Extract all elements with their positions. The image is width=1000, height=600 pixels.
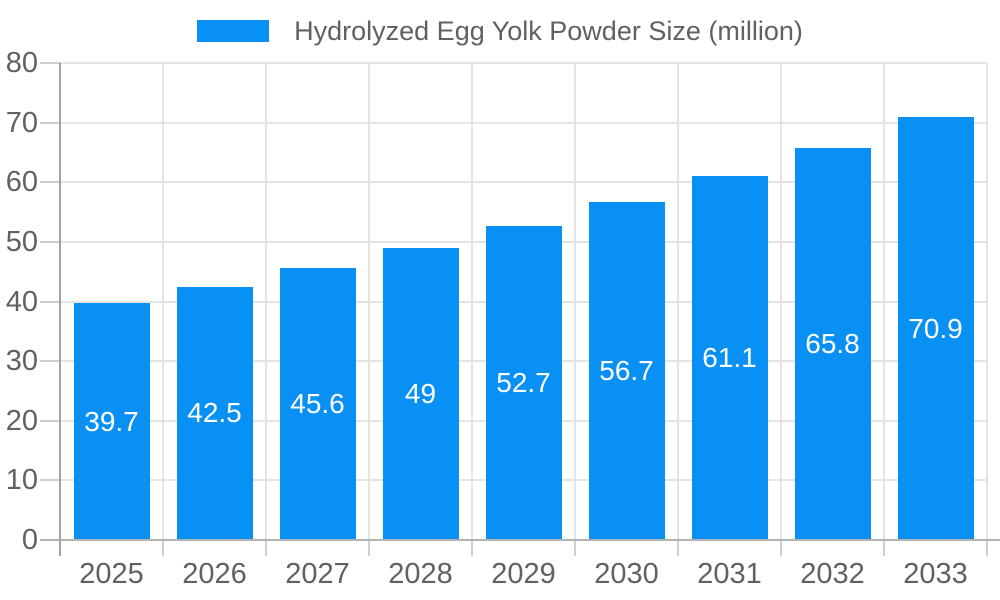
bar-value-label: 65.8 <box>805 327 860 359</box>
bar-value-label: 45.6 <box>290 388 345 420</box>
legend[interactable]: Hydrolyzed Egg Yolk Powder Size (million… <box>0 13 1000 49</box>
y-tick <box>40 121 60 124</box>
y-axis-tick-label: 40 <box>5 285 38 318</box>
y-axis-tick-label: 70 <box>5 106 38 139</box>
x-tick <box>780 540 782 556</box>
x-axis-tick-label: 2028 <box>388 558 453 590</box>
x-axis-tick-label: 2032 <box>800 558 865 590</box>
y-axis-tick-label: 10 <box>5 464 38 497</box>
bar-2027[interactable]: 45.6 <box>279 268 356 540</box>
x-axis-tick-label: 2027 <box>285 558 350 590</box>
x-axis-tick-label: 2025 <box>79 558 144 590</box>
x-axis-baseline <box>40 539 1000 541</box>
y-gridline <box>60 62 987 64</box>
x-gridline <box>883 63 885 540</box>
y-gridline <box>60 181 987 184</box>
x-tick <box>368 540 370 556</box>
x-gridline <box>265 63 267 540</box>
y-tick <box>40 181 60 184</box>
x-axis-tick-label: 2031 <box>697 558 762 590</box>
x-tick <box>265 540 267 556</box>
bar-2025[interactable]: 39.7 <box>73 303 150 540</box>
x-tick <box>883 540 885 556</box>
x-axis-tick-label: 2030 <box>594 558 659 590</box>
bar-value-label: 52.7 <box>496 366 551 398</box>
y-axis-tick-label: 20 <box>5 404 38 437</box>
x-tick <box>162 540 164 556</box>
x-gridline <box>677 63 679 540</box>
legend-label: Hydrolyzed Egg Yolk Powder Size (million… <box>294 16 803 46</box>
x-gridline <box>780 63 782 540</box>
bar-value-label: 56.7 <box>599 354 654 386</box>
x-axis-tick-label: 2033 <box>903 558 968 590</box>
y-tick <box>40 479 60 482</box>
x-gridline <box>986 63 988 540</box>
bar-2029[interactable]: 52.7 <box>485 225 562 540</box>
x-axis-tick-label: 2026 <box>182 558 247 590</box>
bar-value-label: 42.5 <box>187 397 242 429</box>
x-tick <box>471 540 473 556</box>
y-tick <box>40 360 60 363</box>
y-axis-tick-label: 80 <box>5 47 38 79</box>
y-axis-tick-label: 50 <box>5 225 38 258</box>
x-axis-tick-label: 2029 <box>491 558 556 590</box>
y-axis-tick-label: 0 <box>21 524 38 556</box>
x-tick <box>574 540 576 556</box>
bar-2026[interactable]: 42.5 <box>176 286 253 540</box>
x-gridline <box>162 63 164 540</box>
y-axis-tick-label: 30 <box>5 345 38 378</box>
bar-2031[interactable]: 61.1 <box>691 175 768 540</box>
y-axis-line <box>59 63 61 556</box>
y-tick <box>40 62 60 64</box>
y-axis-tick-label: 60 <box>5 166 38 199</box>
y-tick <box>40 419 60 422</box>
x-tick <box>986 540 988 556</box>
bar-value-label: 70.9 <box>908 312 963 344</box>
bar-2028[interactable]: 49 <box>382 247 459 540</box>
bar-value-label: 61.1 <box>702 341 757 373</box>
x-gridline <box>368 63 370 540</box>
legend-swatch <box>197 20 270 42</box>
x-tick <box>677 540 679 556</box>
x-gridline <box>574 63 576 540</box>
bar-2033[interactable]: 70.9 <box>897 117 974 540</box>
bar-value-label: 39.7 <box>84 405 139 437</box>
bar-2032[interactable]: 65.8 <box>794 147 871 540</box>
y-gridline <box>60 121 987 124</box>
bar-2030[interactable]: 56.7 <box>588 201 665 540</box>
y-tick <box>40 300 60 303</box>
bar-value-label: 49 <box>404 377 437 409</box>
x-gridline <box>471 63 473 540</box>
y-tick <box>40 240 60 243</box>
